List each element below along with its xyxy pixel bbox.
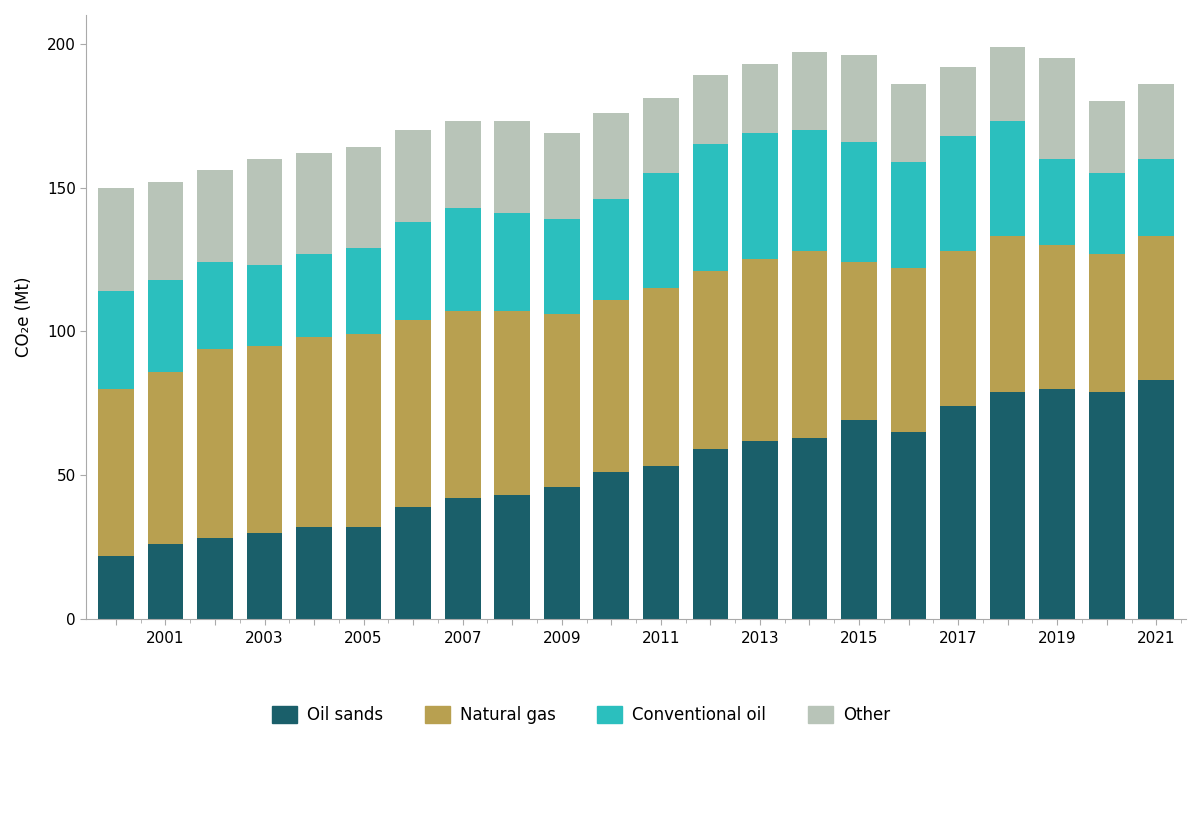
Bar [990, 392, 1026, 619]
Bar [990, 46, 1026, 121]
Bar [1139, 236, 1175, 380]
Bar [98, 556, 133, 619]
Bar [693, 144, 728, 271]
Bar [346, 147, 382, 248]
Bar [742, 133, 778, 260]
Bar [1139, 380, 1175, 619]
Bar [1089, 254, 1124, 392]
Bar [544, 219, 580, 314]
Bar [197, 348, 233, 538]
Bar [346, 335, 382, 527]
Bar [841, 262, 877, 420]
Bar [742, 260, 778, 440]
Bar [444, 208, 480, 311]
Bar [148, 544, 184, 619]
Bar [891, 432, 926, 619]
Bar [742, 63, 778, 133]
Bar [98, 291, 133, 389]
Bar [791, 251, 827, 438]
Legend: Oil sands, Natural gas, Conventional oil, Other: Oil sands, Natural gas, Conventional oil… [265, 699, 897, 731]
Bar [148, 182, 184, 279]
Bar [791, 52, 827, 130]
Bar [593, 472, 629, 619]
Bar [593, 113, 629, 199]
Bar [297, 153, 331, 254]
Bar [346, 527, 382, 619]
Bar [297, 337, 331, 527]
Bar [791, 438, 827, 619]
Bar [544, 314, 580, 487]
Bar [246, 159, 282, 265]
Bar [742, 440, 778, 619]
Bar [593, 300, 629, 472]
Bar [444, 498, 480, 619]
Bar [495, 213, 530, 311]
Bar [593, 199, 629, 300]
Bar [395, 320, 431, 506]
Bar [891, 84, 926, 162]
Bar [297, 254, 331, 337]
Bar [940, 136, 976, 251]
Bar [444, 311, 480, 498]
Y-axis label: CO₂e (Mt): CO₂e (Mt) [14, 277, 32, 357]
Bar [395, 222, 431, 320]
Bar [643, 466, 679, 619]
Bar [495, 121, 530, 213]
Bar [990, 121, 1026, 236]
Bar [841, 142, 877, 262]
Bar [1089, 392, 1124, 619]
Bar [940, 251, 976, 406]
Bar [544, 133, 580, 219]
Bar [148, 371, 184, 544]
Bar [544, 487, 580, 619]
Bar [891, 162, 926, 268]
Bar [841, 420, 877, 619]
Bar [643, 173, 679, 288]
Bar [98, 389, 133, 556]
Bar [990, 236, 1026, 392]
Bar [197, 538, 233, 619]
Bar [1139, 159, 1175, 236]
Bar [197, 262, 233, 348]
Bar [1039, 389, 1075, 619]
Bar [98, 187, 133, 291]
Bar [1139, 84, 1175, 159]
Bar [643, 288, 679, 466]
Bar [1039, 58, 1075, 159]
Bar [940, 67, 976, 136]
Bar [246, 265, 282, 346]
Bar [495, 495, 530, 619]
Bar [891, 268, 926, 432]
Bar [395, 506, 431, 619]
Bar [940, 406, 976, 619]
Bar [841, 55, 877, 142]
Bar [1039, 245, 1075, 389]
Bar [246, 532, 282, 619]
Bar [693, 76, 728, 144]
Bar [495, 311, 530, 495]
Bar [693, 449, 728, 619]
Bar [791, 130, 827, 251]
Bar [444, 121, 480, 208]
Bar [1039, 159, 1075, 245]
Bar [346, 248, 382, 335]
Bar [1089, 173, 1124, 254]
Bar [1089, 101, 1124, 173]
Bar [643, 98, 679, 173]
Bar [148, 279, 184, 371]
Bar [246, 346, 282, 532]
Bar [395, 130, 431, 222]
Bar [297, 527, 331, 619]
Bar [197, 170, 233, 262]
Bar [693, 271, 728, 449]
